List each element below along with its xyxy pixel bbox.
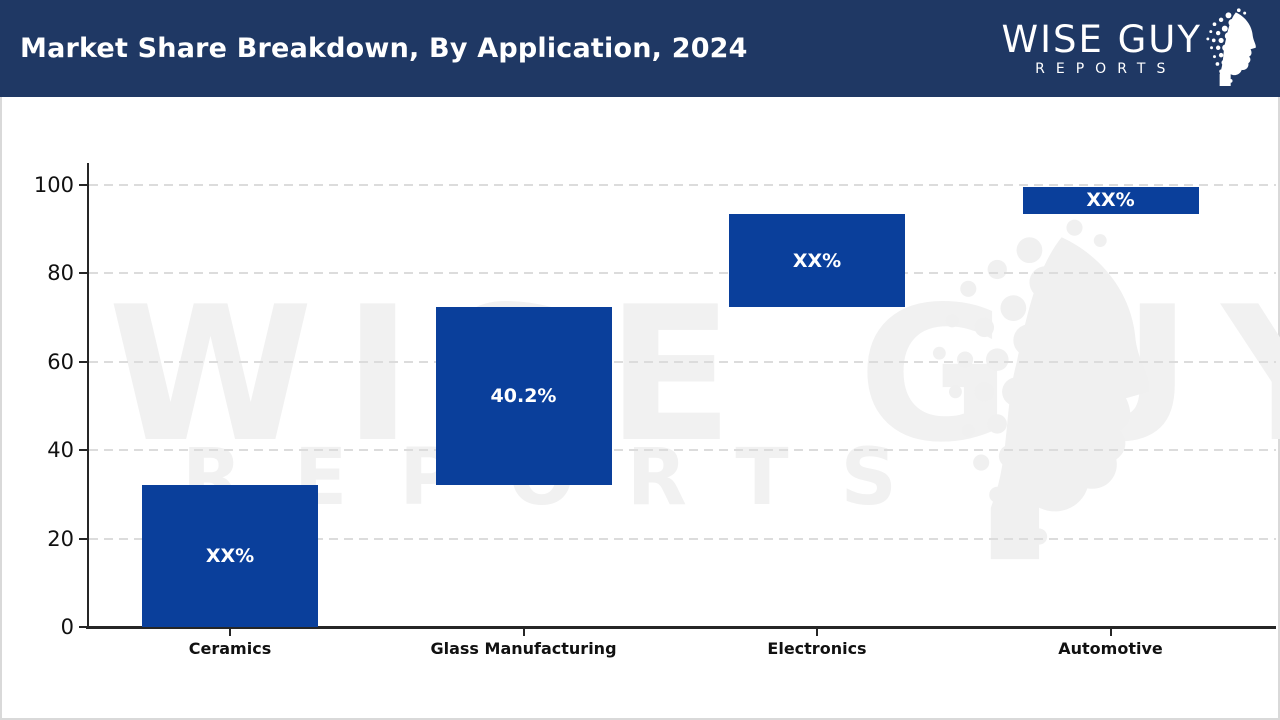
x-axis-line <box>86 626 1276 629</box>
bar-value-label: XX% <box>792 249 842 272</box>
y-tick-20 <box>79 537 87 540</box>
gridline-80 <box>89 272 1276 275</box>
bar-automotive: XX% <box>1022 186 1199 214</box>
x-tick-electronics <box>816 629 818 636</box>
x-tick-glass-manufacturing <box>522 629 525 636</box>
y-tick-label: 0 <box>60 615 74 639</box>
bar-ceramics: XX% <box>142 485 318 627</box>
head-profile-icon <box>1206 8 1256 87</box>
bar-value-label: 40.2% <box>490 385 557 408</box>
chart-title: Market Share Breakdown, By Application, … <box>20 33 748 64</box>
y-tick-label: 80 <box>47 261 74 286</box>
bar-glass-manufacturing: 40.2% <box>435 307 612 486</box>
header-bar: Market Share Breakdown, By Application, … <box>0 0 1280 97</box>
gridline-100 <box>89 184 1276 186</box>
x-tick-label-electronics: Electronics <box>767 639 867 658</box>
bar-electronics: XX% <box>729 213 905 308</box>
gridline-20 <box>89 537 1276 540</box>
y-tick-0 <box>79 626 87 628</box>
logo-subtext: REPORTS <box>1035 61 1177 77</box>
y-tick-60 <box>79 360 87 363</box>
y-tick-label: 100 <box>33 173 74 197</box>
x-tick-ceramics <box>229 629 231 636</box>
gridline-40 <box>89 449 1276 452</box>
bar-value-label: XX% <box>205 545 255 568</box>
watermark-head-profile-icon <box>932 219 1150 560</box>
y-tick-40 <box>79 449 87 452</box>
x-tick-label-automotive: Automotive <box>1058 639 1163 658</box>
logo-text: WISE GUY REPORTS <box>1001 18 1202 78</box>
y-tick-label: 60 <box>47 349 74 374</box>
logo-wordmark: WISE GUY <box>1001 18 1202 61</box>
bar-value-label: XX% <box>1086 189 1135 212</box>
y-tick-80 <box>79 272 87 275</box>
x-tick-label-ceramics: Ceramics <box>188 639 272 658</box>
x-tick-label-glass-manufacturing: Glass Manufacturing <box>430 639 617 658</box>
x-tick-automotive <box>1109 629 1112 636</box>
y-axis-line <box>87 163 89 629</box>
y-tick-label: 20 <box>47 526 74 551</box>
wise-guy-logo: WISE GUY REPORTS <box>1002 8 1264 89</box>
gridline-60 <box>89 360 1276 363</box>
y-tick-100 <box>79 184 87 186</box>
y-tick-label: 40 <box>47 438 74 463</box>
